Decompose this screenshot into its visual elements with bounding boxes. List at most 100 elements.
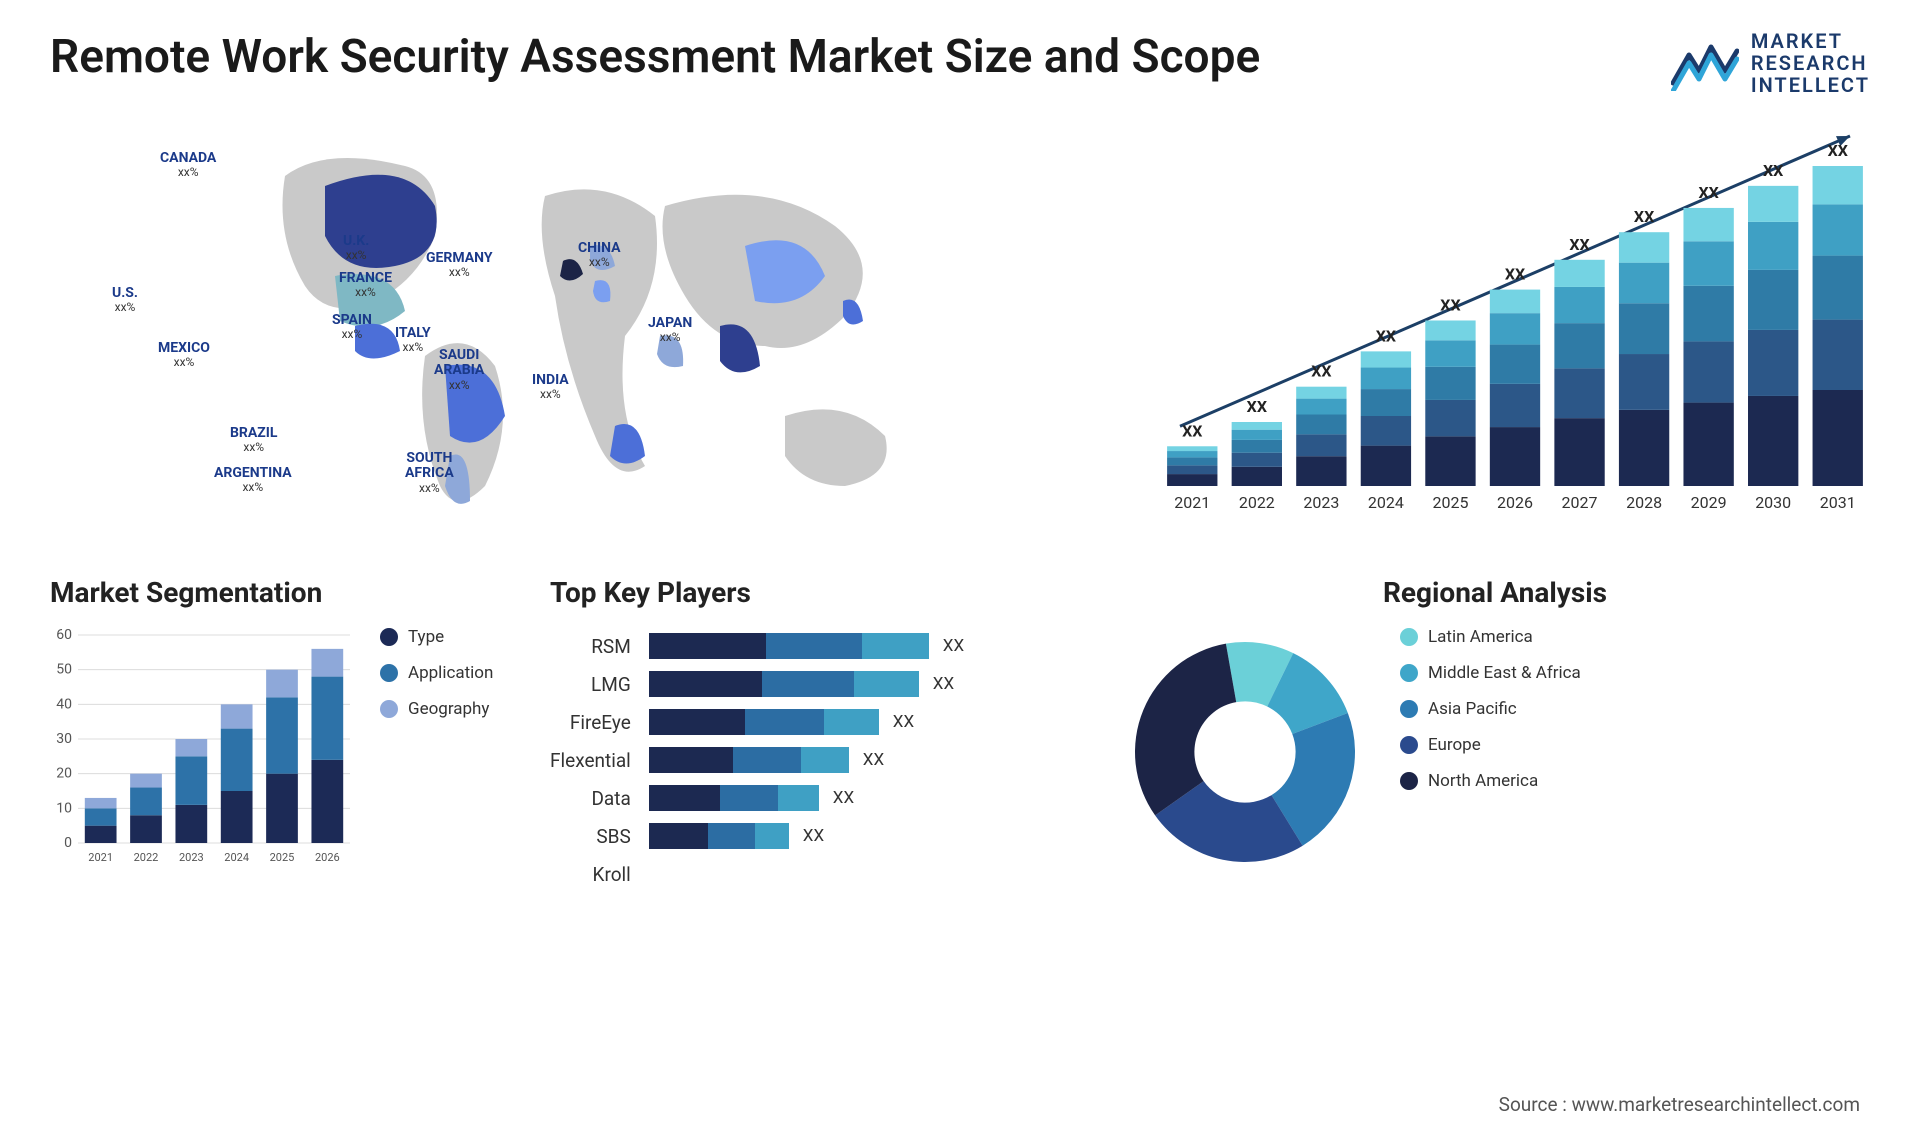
region-legend-item: Middle East & Africa — [1400, 663, 1581, 683]
regional-legend: Latin America Middle East & Africa Asia Pa… — [1400, 627, 1581, 791]
svg-text:XX: XX — [1376, 326, 1396, 345]
region-legend-item: Latin America — [1400, 627, 1581, 647]
svg-text:30: 30 — [56, 731, 72, 747]
growth-bar-chart: XX2021XX2022XX2023XX2024XX2025XX2026XX20… — [1160, 116, 1870, 536]
legend-swatch — [380, 664, 398, 682]
player-label: RSM — [550, 627, 631, 665]
svg-text:50: 50 — [56, 662, 72, 678]
svg-text:20: 20 — [56, 766, 72, 782]
seg-legend-item: Type — [380, 627, 493, 647]
player-bar-row: XX — [649, 741, 1090, 779]
player-bar-value: XX — [933, 674, 954, 694]
map-label-china: CHINAxx% — [578, 241, 621, 270]
seg-legend-item: Application — [380, 663, 493, 683]
player-bar-segment — [862, 633, 929, 659]
logo-line3: INTELLECT — [1751, 74, 1870, 96]
svg-text:60: 60 — [56, 627, 72, 643]
legend-label: Asia Pacific — [1428, 699, 1517, 719]
svg-text:XX: XX — [1505, 265, 1525, 284]
svg-text:10: 10 — [56, 800, 72, 816]
map-label-spain: SPAINxx% — [332, 313, 372, 342]
player-bar — [649, 671, 919, 697]
segmentation-legend: Type Application Geography — [380, 627, 493, 719]
player-label: Kroll — [550, 855, 631, 893]
svg-text:XX: XX — [1634, 207, 1654, 226]
map-label-brazil: BRAZILxx% — [230, 426, 277, 455]
legend-swatch — [1400, 664, 1418, 682]
region-legend-item: Asia Pacific — [1400, 699, 1581, 719]
svg-text:XX: XX — [1698, 183, 1718, 202]
player-bar-value: XX — [943, 636, 964, 656]
svg-text:2026: 2026 — [1497, 493, 1533, 512]
player-label: SBS — [550, 817, 631, 855]
player-bar — [649, 747, 849, 773]
legend-label: Type — [408, 627, 444, 647]
legend-label: Latin America — [1428, 627, 1533, 647]
legend-label: Application — [408, 663, 493, 683]
region-legend-item: Europe — [1400, 735, 1581, 755]
svg-text:2023: 2023 — [179, 851, 204, 864]
svg-text:2024: 2024 — [224, 851, 249, 864]
legend-swatch — [1400, 772, 1418, 790]
svg-text:2023: 2023 — [1303, 493, 1339, 512]
player-bar — [649, 823, 789, 849]
player-bar — [649, 785, 819, 811]
map-label-u-s-: U.S.xx% — [112, 286, 138, 315]
player-bar-segment — [801, 747, 849, 773]
players-bars: XX XX XX XX XX XX — [649, 627, 1090, 893]
legend-swatch — [380, 628, 398, 646]
svg-text:0: 0 — [64, 835, 72, 851]
region-legend-item: North America — [1400, 771, 1581, 791]
player-bar-segment — [720, 785, 778, 811]
svg-text:2027: 2027 — [1562, 493, 1598, 512]
player-bar-segment — [762, 671, 854, 697]
player-bar-segment — [649, 633, 767, 659]
player-bar-value: XX — [893, 712, 914, 732]
map-label-south-africa: SOUTHAFRICAxx% — [405, 451, 454, 495]
svg-text:2025: 2025 — [270, 851, 295, 864]
player-bar-row: XX — [649, 665, 1090, 703]
player-bar-segment — [854, 671, 919, 697]
legend-label: Middle East & Africa — [1428, 663, 1581, 683]
player-bar-segment — [649, 823, 708, 849]
player-bar-segment — [649, 709, 746, 735]
svg-text:2028: 2028 — [1626, 493, 1662, 512]
legend-label: Geography — [408, 699, 489, 719]
map-label-france: FRANCExx% — [339, 271, 392, 300]
seg-legend-item: Geography — [380, 699, 493, 719]
player-bar-row — [649, 855, 1090, 893]
player-bar-segment — [649, 747, 733, 773]
player-bar-segment — [824, 709, 879, 735]
player-bar — [649, 709, 879, 735]
map-label-germany: GERMANYxx% — [426, 251, 493, 280]
map-label-india: INDIAxx% — [532, 373, 569, 402]
player-bar-segment — [745, 709, 823, 735]
svg-text:2025: 2025 — [1432, 493, 1468, 512]
player-bar-segment — [649, 785, 720, 811]
legend-swatch — [1400, 628, 1418, 646]
logo-line1: MARKET — [1751, 30, 1870, 52]
svg-text:2030: 2030 — [1755, 493, 1791, 512]
player-label: LMG — [550, 665, 631, 703]
logo-line2: RESEARCH — [1751, 52, 1870, 74]
player-bar-segment — [778, 785, 819, 811]
svg-text:2021: 2021 — [1174, 493, 1210, 512]
svg-text:XX: XX — [1569, 235, 1589, 254]
player-bar-value: XX — [863, 750, 884, 770]
legend-swatch — [1400, 736, 1418, 754]
player-bar — [649, 633, 929, 659]
player-bar-value: XX — [803, 826, 824, 846]
map-label-u-k-: U.K.xx% — [343, 234, 369, 263]
map-label-japan: JAPANxx% — [648, 316, 692, 345]
svg-text:2021: 2021 — [88, 851, 113, 864]
svg-text:2029: 2029 — [1691, 493, 1727, 512]
legend-swatch — [380, 700, 398, 718]
segmentation-chart: 0102030405060202120222023202420252026 — [50, 627, 350, 867]
map-label-canada: CANADAxx% — [160, 151, 216, 180]
regional-title: Regional Analysis — [1120, 576, 1870, 609]
logo-icon — [1671, 35, 1739, 91]
svg-text:2026: 2026 — [315, 851, 340, 864]
players-labels: RSMLMGFireEyeFlexentialDataSBSKroll — [550, 627, 631, 893]
player-bar-row: XX — [649, 779, 1090, 817]
player-bar-row: XX — [649, 703, 1090, 741]
